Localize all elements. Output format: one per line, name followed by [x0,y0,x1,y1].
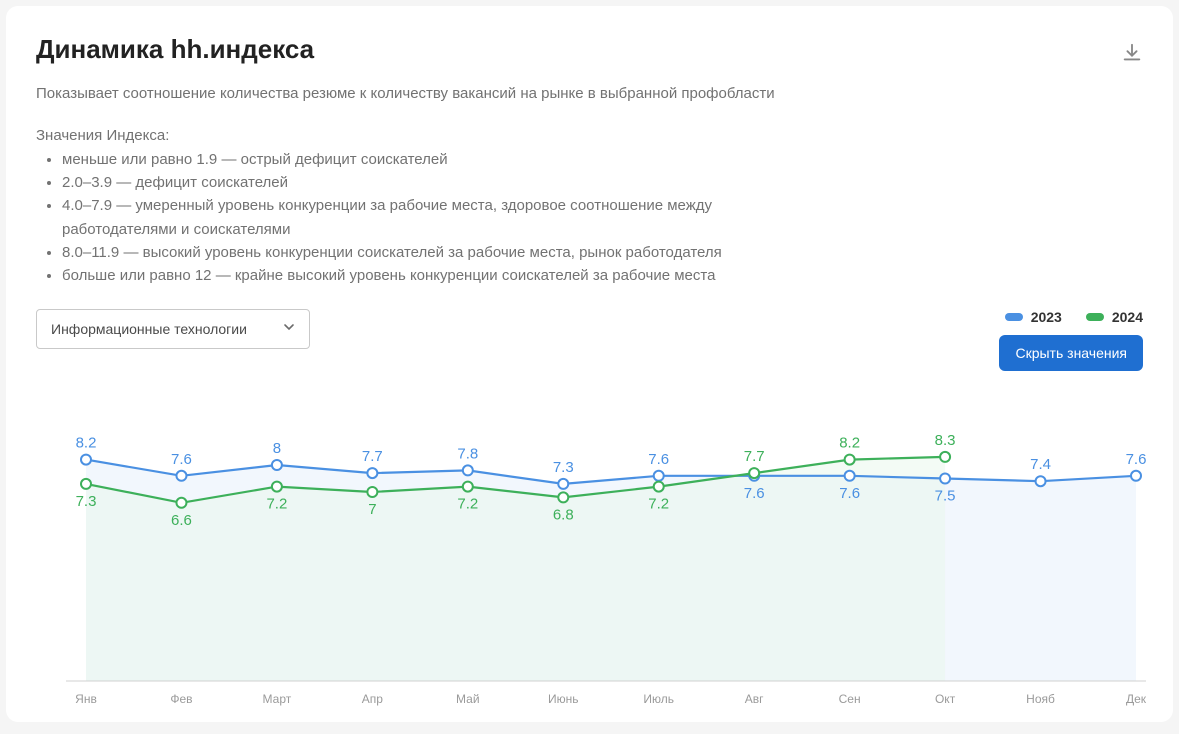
header-row: Динамика hh.индекса [36,34,1143,69]
right-controls: 2023 2024 Скрыть значения [999,309,1143,371]
chart-container: 8.2 7.6 8 7.7 7.8 7.3 7.6 7.6 7.6 7.5 7.4 7.6 7.3 6.6… [36,411,1143,711]
x-axis-label: Апр [362,692,384,706]
series-name: 2023 [1031,309,1062,325]
x-axis-label: Сен [839,692,861,706]
value-label: 7.4 [1030,456,1051,473]
x-axis-label: Авг [745,692,764,706]
value-label: 7.3 [553,459,574,476]
data-point[interactable] [558,493,568,503]
value-label: 7.6 [648,451,669,468]
legend-item: 8.0–11.9 — высокий уровень конкуренции с… [62,241,1143,264]
data-point[interactable] [81,479,91,489]
data-point[interactable] [272,460,282,470]
index-legend-label: Значения Индекса: [36,127,1143,144]
data-point[interactable] [272,482,282,492]
series-color-swatch [1086,313,1104,321]
x-axis-label: Фев [170,692,192,706]
value-label: 6.6 [171,512,192,529]
value-label: 7 [368,501,376,518]
series-name: 2024 [1112,309,1143,325]
line-chart: 8.2 7.6 8 7.7 7.8 7.3 7.6 7.6 7.6 7.5 7.4 7.6 7.3 6.6… [36,411,1146,711]
x-axis-label: Янв [75,692,97,706]
data-point[interactable] [749,468,759,478]
x-axis-label: Дек [1126,692,1146,706]
data-point[interactable] [654,482,664,492]
value-label: 7.6 [839,485,860,502]
value-label: 7.5 [935,488,956,505]
value-label: 8.2 [76,435,97,452]
value-label: 7.3 [76,493,97,510]
controls-row: Информационные технологии 2023 2024 Скры… [36,309,1143,371]
category-select[interactable]: Информационные технологии [36,309,310,349]
category-select-label: Информационные технологии [51,321,283,337]
value-label: 7.2 [648,496,669,513]
legend-item: больше или равно 12 — крайне высокий уро… [62,264,1143,287]
data-point[interactable] [367,468,377,478]
value-label: 7.6 [1126,451,1146,468]
series-color-swatch [1005,313,1023,321]
hide-values-button[interactable]: Скрыть значения [999,335,1143,371]
x-axis-label: Май [456,692,480,706]
legend-item: 4.0–7.9 — умеренный уровень конкуренции … [62,194,752,241]
index-legend-list: меньше или равно 1.9 — острый дефицит со… [36,148,1143,288]
legend-item: меньше или равно 1.9 — острый дефицит со… [62,148,1143,171]
data-point[interactable] [845,471,855,481]
value-label: 7.6 [744,485,765,502]
value-label: 7.7 [362,448,383,465]
value-label: 7.7 [744,448,765,465]
value-label: 7.6 [171,451,192,468]
value-label: 7.8 [457,446,478,463]
series-legend: 2023 2024 [1005,309,1143,325]
data-point[interactable] [845,455,855,465]
data-point[interactable] [463,482,473,492]
data-point[interactable] [1036,476,1046,486]
series-legend-item-2023[interactable]: 2023 [1005,309,1062,325]
data-point[interactable] [176,471,186,481]
data-point[interactable] [558,479,568,489]
x-axis-label: Нояб [1026,692,1055,706]
data-point[interactable] [1131,471,1141,481]
data-point[interactable] [81,455,91,465]
chevron-down-icon [283,320,295,338]
value-label: 7.2 [266,496,287,513]
x-axis-label: Окт [935,692,956,706]
data-point[interactable] [176,498,186,508]
legend-item: 2.0–3.9 — дефицит соискателей [62,171,1143,194]
data-point[interactable] [654,471,664,481]
data-point[interactable] [940,474,950,484]
data-point[interactable] [463,466,473,476]
x-axis-label: Март [263,692,292,706]
value-label: 8.3 [935,432,956,449]
chart-card: Динамика hh.индекса Показывает соотношен… [6,6,1173,722]
value-label: 6.8 [553,507,574,524]
page-title: Динамика hh.индекса [36,34,314,65]
value-label: 7.2 [457,496,478,513]
data-point[interactable] [940,452,950,462]
value-label: 8 [273,440,281,457]
x-axis-label: Июль [643,692,674,706]
download-icon[interactable] [1121,42,1143,69]
subtitle-text: Показывает соотношение количества резюме… [36,83,1143,105]
data-point[interactable] [367,487,377,497]
x-axis-label: Июнь [548,692,579,706]
value-label: 8.2 [839,435,860,452]
series-legend-item-2024[interactable]: 2024 [1086,309,1143,325]
